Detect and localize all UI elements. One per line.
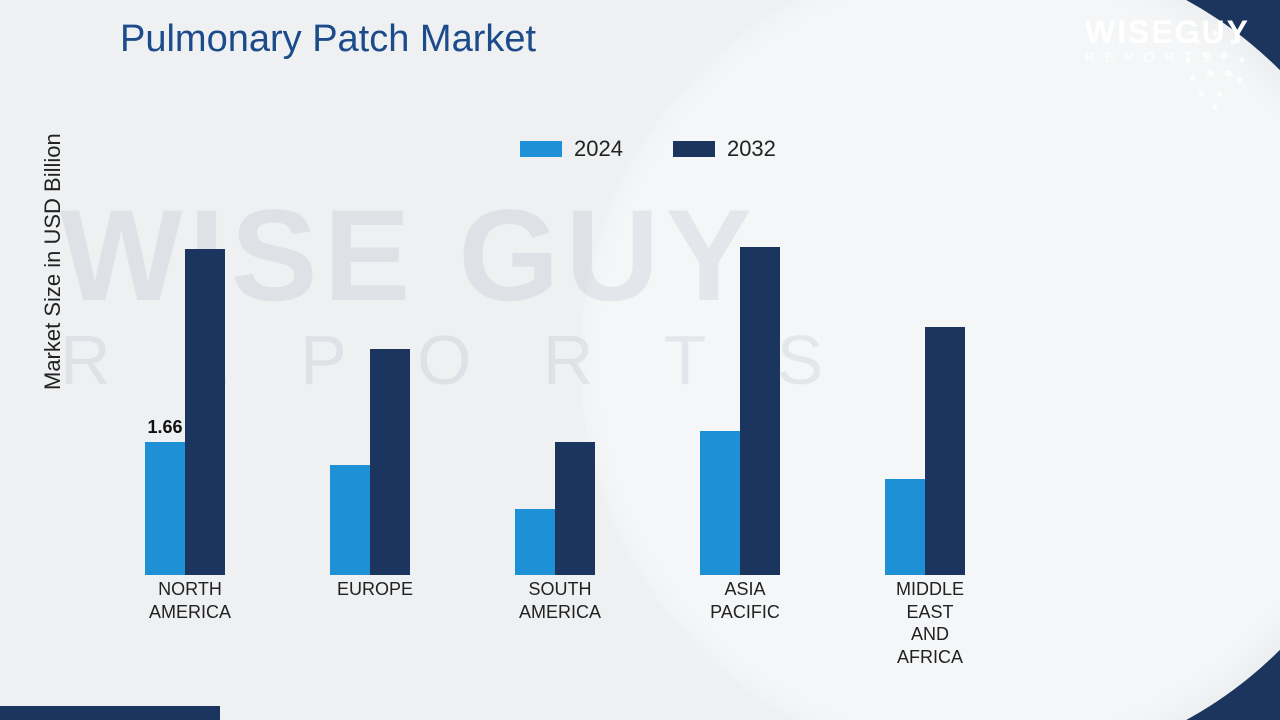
legend-swatch-2024: [520, 141, 562, 157]
x-axis-category-label: ASIA PACIFIC: [680, 578, 810, 623]
bar-2024: [330, 465, 370, 575]
legend-item-2032: 2032: [673, 136, 776, 162]
bar-group: 1.66: [145, 175, 235, 575]
bar-2024: [145, 442, 185, 575]
bar-group: [330, 175, 420, 575]
bar-group: [515, 175, 605, 575]
bar-2032: [370, 349, 410, 575]
bar-2024: [700, 431, 740, 575]
bar-2032: [740, 247, 780, 575]
bar-2032: [185, 249, 225, 575]
chart-legend: 2024 2032: [520, 136, 776, 162]
legend-label-2024: 2024: [574, 136, 623, 162]
bar-group: [700, 175, 790, 575]
x-axis-category-label: NORTH AMERICA: [125, 578, 255, 623]
chart-title: Pulmonary Patch Market: [120, 18, 536, 61]
x-axis-category-label: EUROPE: [310, 578, 440, 601]
bar-plot: 1.66: [110, 175, 990, 575]
bar-2024: [515, 509, 555, 575]
legend-swatch-2032: [673, 141, 715, 157]
legend-item-2024: 2024: [520, 136, 623, 162]
brand-head-icon: [1170, 24, 1260, 114]
legend-label-2032: 2032: [727, 136, 776, 162]
x-axis-category-label: MIDDLE EAST AND AFRICA: [865, 578, 995, 668]
brand-logo: WISEGUY REPORTS: [1085, 14, 1250, 65]
x-axis-category-label: SOUTH AMERICA: [495, 578, 625, 623]
bar-2024: [885, 479, 925, 575]
bottom-accent-bar: [0, 706, 220, 720]
bar-group: [885, 175, 975, 575]
y-axis-label: Market Size in USD Billion: [40, 133, 66, 390]
bar-2032: [555, 442, 595, 575]
bar-2032: [925, 327, 965, 575]
chart-plot-area: 1.66: [110, 175, 990, 575]
